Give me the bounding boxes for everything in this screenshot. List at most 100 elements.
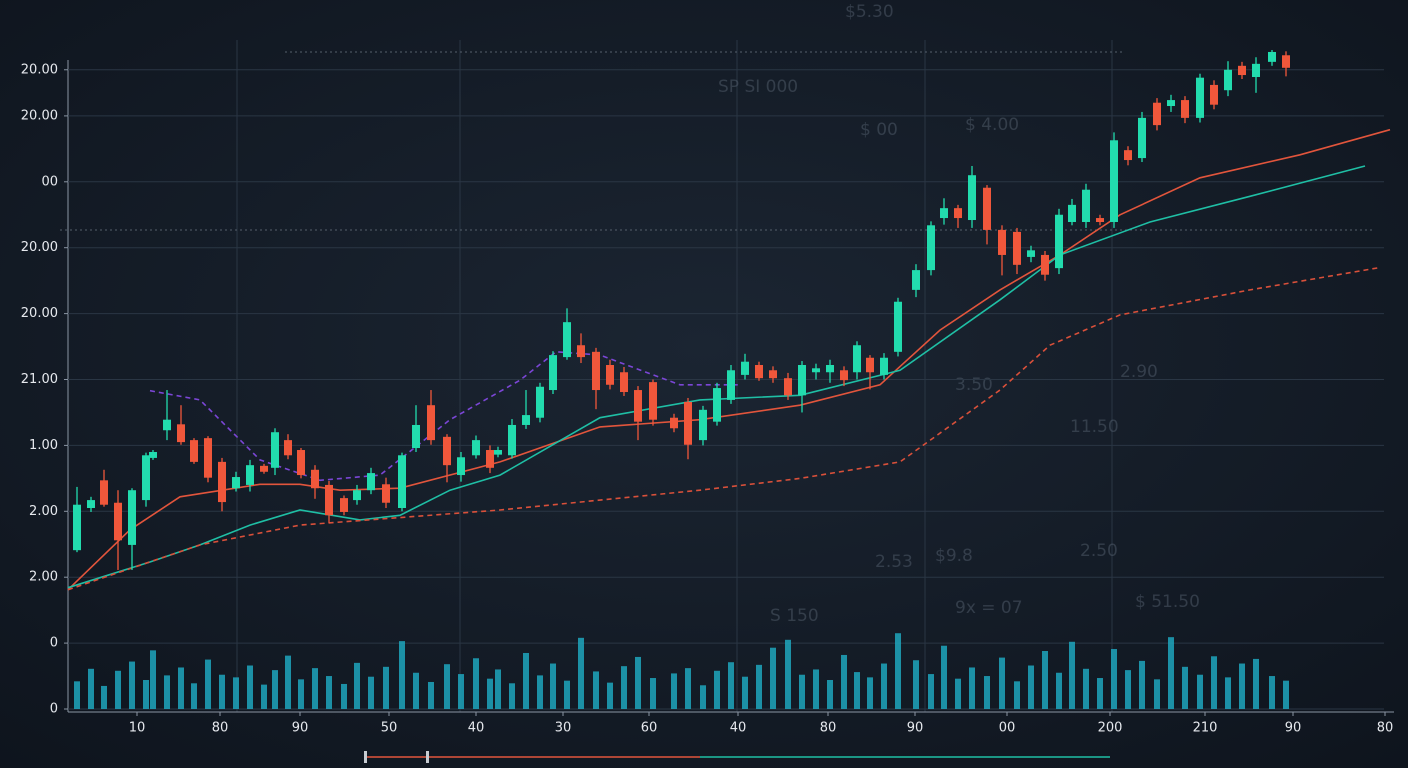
candle-body <box>1224 69 1232 91</box>
candle-body <box>1013 231 1021 265</box>
x-tick-label: 200 <box>1098 721 1123 736</box>
candle-body <box>798 365 806 396</box>
volume-bar <box>714 670 720 709</box>
volume-bar <box>728 662 734 709</box>
volume-bar <box>827 680 833 709</box>
candle-body <box>912 270 920 290</box>
candle-body <box>271 432 279 468</box>
candle-body <box>494 450 502 455</box>
volume-bar <box>700 685 706 709</box>
vertical-grid <box>236 40 1113 712</box>
candle-body <box>894 301 902 352</box>
x-tick-label: 80 <box>820 721 837 736</box>
y-tick-label: 21.00 <box>21 372 58 387</box>
volume-bar <box>1083 668 1089 709</box>
candle-body <box>1027 250 1035 257</box>
volume-bar <box>881 663 887 709</box>
candle-body <box>398 455 406 509</box>
background-annotation: 3.50 <box>955 375 993 395</box>
volume-bar <box>1269 676 1275 709</box>
candle-body <box>149 451 157 458</box>
x-tick-label: 10 <box>129 721 146 736</box>
volume-bar <box>984 676 990 709</box>
candle-body <box>114 502 122 541</box>
volume-bar <box>326 676 332 709</box>
candle-body <box>727 370 735 400</box>
y-tick-label: 20.00 <box>21 108 58 123</box>
candle-body <box>260 465 268 472</box>
background-annotation: 2.53 <box>875 552 913 572</box>
candle-body <box>443 436 451 466</box>
volume-bar <box>150 650 156 709</box>
candle-body <box>1096 218 1104 222</box>
background-annotation: 2.50 <box>1080 541 1118 561</box>
candle-body <box>866 357 874 373</box>
scroll-handle[interactable] <box>364 751 367 763</box>
volume-bar <box>578 637 584 709</box>
volume-bar <box>1125 670 1131 709</box>
volume-bar <box>969 667 975 709</box>
candle-body <box>190 440 198 462</box>
volume-bar <box>341 683 347 709</box>
volume-bar <box>1168 637 1174 709</box>
candle-body <box>1082 189 1090 222</box>
volume-bar <box>261 684 267 709</box>
candle-body <box>927 225 935 271</box>
candle-body <box>1181 100 1189 118</box>
volume-bar <box>1253 658 1259 709</box>
candle-body <box>812 368 820 373</box>
scroll-handle[interactable] <box>426 751 429 763</box>
candle-body <box>1196 77 1204 118</box>
candle-body <box>620 372 628 393</box>
candle-body <box>87 500 95 509</box>
candle-body <box>128 490 136 545</box>
volume-bar <box>473 658 479 709</box>
candle-body <box>649 382 657 420</box>
volume-bar <box>178 667 184 709</box>
x-tick-label: 90 <box>907 721 924 736</box>
candle-body <box>100 480 108 505</box>
volume-bar <box>101 685 107 709</box>
volume-bar <box>1111 649 1117 709</box>
candle-body <box>218 461 226 503</box>
candle-body <box>1252 63 1260 78</box>
candle-body <box>634 390 642 422</box>
candle-body <box>1153 102 1161 126</box>
volume-bar <box>770 647 776 709</box>
volume-bar <box>272 670 278 709</box>
x-tick-label: 50 <box>381 721 398 736</box>
candle-body <box>606 365 614 385</box>
volume-bar <box>1225 677 1231 709</box>
candle-body <box>1124 150 1132 161</box>
volume-bar <box>233 677 239 709</box>
volume-bar <box>205 659 211 709</box>
candle-body <box>73 504 81 551</box>
candle-body <box>1167 100 1175 107</box>
volume-bar <box>413 672 419 709</box>
volume-bar <box>298 679 304 709</box>
candle-body <box>699 409 707 441</box>
candle-body <box>340 498 348 512</box>
moving-average-line <box>67 266 1381 591</box>
volume-bar <box>955 678 961 709</box>
volume-bar <box>1239 663 1245 709</box>
volume-bar <box>191 683 197 709</box>
y-tick-label: 1.00 <box>29 438 58 453</box>
candle-body <box>1210 84 1218 105</box>
candle-body <box>853 345 861 373</box>
volume-bar <box>593 671 599 709</box>
candle-body <box>713 388 721 422</box>
volume-bar <box>1139 660 1145 709</box>
volume-bar <box>444 664 450 709</box>
candle-body <box>284 440 292 456</box>
volume-bar <box>913 660 919 709</box>
candle-body <box>311 469 319 489</box>
volume-bar <box>509 683 515 709</box>
candle-body <box>684 401 692 445</box>
candle-body <box>536 386 544 418</box>
volume-bar <box>143 680 149 709</box>
background-annotation: $ 51.50 <box>1135 592 1200 612</box>
volume-bar <box>671 673 677 709</box>
candle-body <box>486 450 494 468</box>
